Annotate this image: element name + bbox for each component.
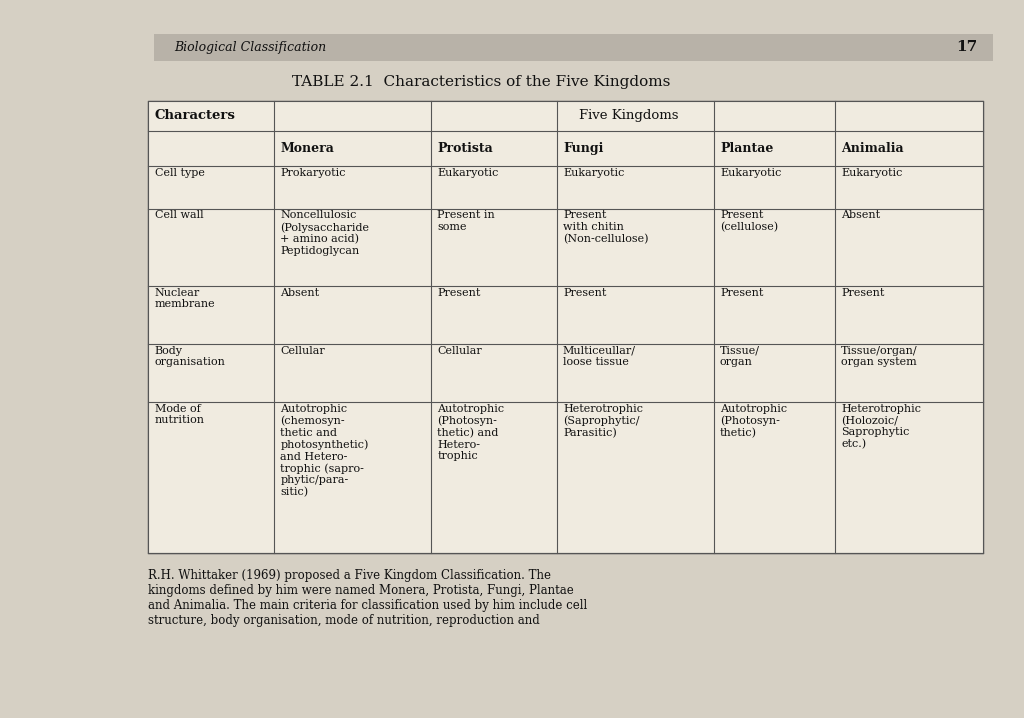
Bar	[557, 286, 714, 344]
Bar	[274, 131, 431, 167]
Text: Absent: Absent	[841, 210, 881, 220]
Bar	[274, 286, 431, 344]
Text: Tissue/
organ: Tissue/ organ	[720, 346, 760, 368]
Text: Animalia: Animalia	[841, 142, 904, 155]
Text: Eukaryotic: Eukaryotic	[720, 168, 781, 178]
Bar	[148, 286, 274, 344]
Bar	[148, 101, 274, 131]
Bar	[148, 402, 274, 553]
Text: Cell type: Cell type	[155, 168, 205, 178]
Bar	[274, 402, 431, 553]
Bar	[714, 167, 835, 209]
Bar	[274, 101, 983, 131]
Bar	[148, 131, 274, 167]
Text: 17: 17	[956, 40, 978, 55]
Bar	[148, 344, 274, 402]
Bar	[835, 209, 983, 286]
Bar	[431, 344, 557, 402]
Text: Characters: Characters	[155, 109, 236, 123]
Text: Eukaryotic: Eukaryotic	[563, 168, 625, 178]
Bar	[431, 286, 557, 344]
Bar	[274, 344, 431, 402]
Bar	[714, 209, 835, 286]
Text: TABLE 2.1  Characteristics of the Five Kingdoms: TABLE 2.1 Characteristics of the Five Ki…	[292, 75, 671, 89]
Text: Mode of
nutrition: Mode of nutrition	[155, 404, 205, 425]
Bar	[835, 402, 983, 553]
Bar	[835, 167, 983, 209]
Text: Noncellulosic
(Polysaccharide
+ amino acid)
Peptidoglycan: Noncellulosic (Polysaccharide + amino ac…	[281, 210, 370, 256]
Bar	[154, 34, 993, 61]
Text: Present: Present	[720, 288, 763, 298]
Text: Prokaryotic: Prokaryotic	[281, 168, 346, 178]
Bar	[148, 209, 274, 286]
Text: Present
with chitin
(Non-cellulose): Present with chitin (Non-cellulose)	[563, 210, 648, 244]
Bar	[148, 167, 274, 209]
Text: Multiceullar/
loose tissue: Multiceullar/ loose tissue	[563, 346, 636, 368]
Text: Heterotrophic
(Saprophytic/
Parasitic): Heterotrophic (Saprophytic/ Parasitic)	[563, 404, 643, 438]
Bar	[557, 344, 714, 402]
Text: Cellular: Cellular	[437, 346, 482, 356]
Text: Autotrophic
(chemosyn-
thetic and
photosynthetic)
and Hetero-
trophic (sapro-
ph: Autotrophic (chemosyn- thetic and photos…	[281, 404, 369, 498]
Bar	[714, 402, 835, 553]
Text: Body
organisation: Body organisation	[155, 346, 225, 368]
Text: Present: Present	[437, 288, 480, 298]
Bar	[148, 101, 983, 553]
Text: Heterotrophic
(Holozoic/
Saprophytic
etc.): Heterotrophic (Holozoic/ Saprophytic etc…	[841, 404, 922, 449]
Bar	[274, 167, 431, 209]
Bar	[557, 402, 714, 553]
Bar	[835, 286, 983, 344]
Bar	[274, 209, 431, 286]
Text: Autotrophic
(Photosyn-
thetic): Autotrophic (Photosyn- thetic)	[720, 404, 787, 438]
Text: Present: Present	[841, 288, 885, 298]
Bar	[835, 131, 983, 167]
Text: R.H. Whittaker (1969) proposed a Five Kingdom Classification. The
kingdoms defin: R.H. Whittaker (1969) proposed a Five Ki…	[148, 569, 588, 627]
Text: Eukaryotic: Eukaryotic	[437, 168, 499, 178]
Text: Protista: Protista	[437, 142, 493, 155]
Bar	[557, 167, 714, 209]
Text: Fungi: Fungi	[563, 142, 603, 155]
Text: Plantae: Plantae	[720, 142, 773, 155]
Bar	[835, 344, 983, 402]
Bar	[714, 344, 835, 402]
Text: Present in
some: Present in some	[437, 210, 495, 232]
Text: Present
(cellulose): Present (cellulose)	[720, 210, 778, 233]
Text: Biological Classification: Biological Classification	[174, 41, 327, 54]
Text: Five Kingdoms: Five Kingdoms	[579, 109, 678, 123]
Text: Absent: Absent	[281, 288, 319, 298]
Bar	[431, 402, 557, 553]
Text: Eukaryotic: Eukaryotic	[841, 168, 902, 178]
Bar	[431, 131, 557, 167]
Text: Nuclear
membrane: Nuclear membrane	[155, 288, 215, 309]
Bar	[431, 167, 557, 209]
Text: Present: Present	[563, 288, 606, 298]
Text: Monera: Monera	[281, 142, 334, 155]
Text: Cell wall: Cell wall	[155, 210, 203, 220]
Bar	[714, 286, 835, 344]
Text: Tissue/organ/
organ system: Tissue/organ/ organ system	[841, 346, 918, 368]
Text: Cellular: Cellular	[281, 346, 325, 356]
Bar	[557, 209, 714, 286]
Bar	[557, 131, 714, 167]
Bar	[431, 209, 557, 286]
Bar	[714, 131, 835, 167]
Text: Autotrophic
(Photosyn-
thetic) and
Hetero-
trophic: Autotrophic (Photosyn- thetic) and Heter…	[437, 404, 505, 461]
